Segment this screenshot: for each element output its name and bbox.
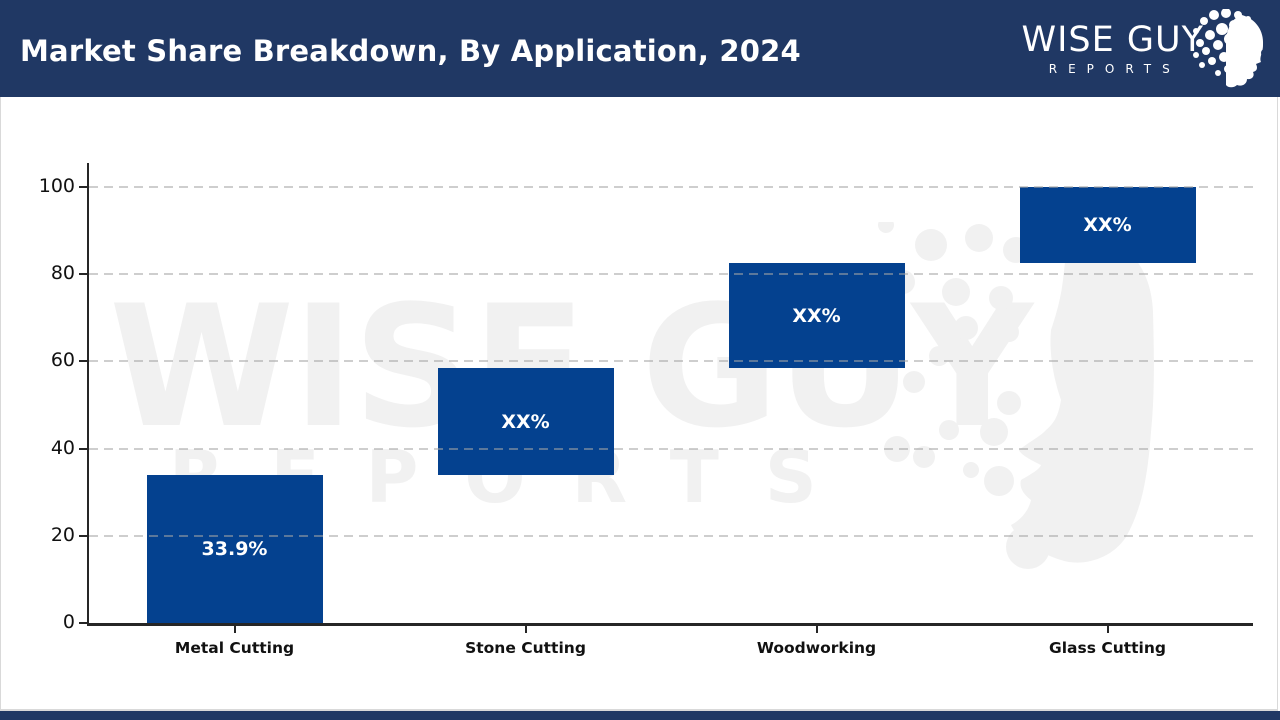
y-tick-100	[79, 186, 88, 188]
gridline-20	[89, 534, 1253, 537]
bar-segment-stone-cutting: XX%	[437, 368, 614, 476]
x-tick-label-2: Woodworking	[756, 639, 877, 657]
header-bar: Market Share Breakdown, By Application, …	[0, 0, 1280, 97]
bar-value-label: XX%	[1083, 213, 1132, 236]
logo-face-icon	[1193, 9, 1266, 88]
page-title: Market Share Breakdown, By Application, …	[20, 34, 801, 68]
wise-guy-logo: WISE GUY REPORTS	[1021, 9, 1266, 88]
gridline-40	[89, 447, 1253, 450]
footer-bar	[0, 711, 1280, 720]
gridline-80	[89, 273, 1253, 276]
x-tick-label-1: Stone Cutting	[465, 639, 586, 657]
logo-subtitle: REPORTS	[1048, 61, 1181, 76]
bar-value-label: 33.9%	[201, 538, 268, 561]
chart-canvas: WISE GUY REPORTS 33.9% XX% XX% XX% 0 20 40 60 80…	[0, 97, 1278, 711]
bar-segment-metal-cutting: 33.9%	[146, 475, 323, 623]
y-tick-0	[79, 622, 88, 624]
y-tick-label-80: 80	[50, 262, 75, 285]
y-tick-label-100: 100	[38, 175, 75, 197]
y-tick-40	[79, 447, 88, 450]
bar-segment-woodworking: XX%	[728, 262, 905, 369]
y-axis	[87, 163, 89, 625]
y-tick-label-0: 0	[62, 611, 75, 633]
y-tick-60	[79, 360, 88, 363]
x-tick-0	[233, 624, 236, 633]
bar-value-label: XX%	[792, 304, 841, 327]
bar-segment-glass-cutting: XX%	[1019, 187, 1196, 263]
y-tick-20	[79, 534, 88, 537]
x-tick-3	[1106, 624, 1109, 633]
watermark-face-icon	[869, 222, 1154, 569]
x-axis	[87, 623, 1253, 626]
logo-wordmark: WISE GUY	[1021, 19, 1204, 60]
logo-text: WISE GUY REPORTS	[1021, 19, 1204, 76]
x-tick-label-0: Metal Cutting	[174, 639, 295, 657]
y-tick-label-60: 60	[50, 349, 75, 372]
x-tick-label-3: Glass Cutting	[1048, 639, 1166, 657]
gridline-60	[89, 360, 1253, 363]
plot-area: 33.9% XX% XX% XX% 0 20 40 60 80 100 Metal Cutting S…	[1, 97, 1277, 709]
x-tick-2	[815, 624, 818, 633]
bar-value-label: XX%	[501, 410, 550, 433]
y-tick-label-20: 20	[50, 523, 75, 546]
y-tick-80	[79, 273, 88, 276]
gridline-100	[89, 186, 1253, 188]
y-tick-label-40: 40	[50, 436, 75, 459]
x-tick-1	[524, 624, 527, 633]
